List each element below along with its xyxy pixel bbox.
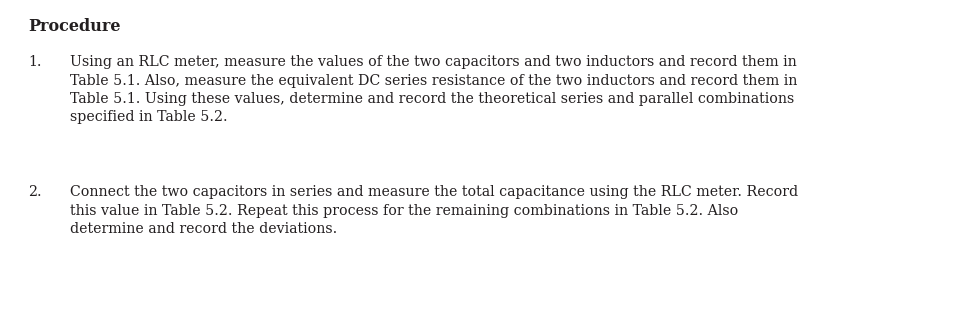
Text: Table 5.1. Using these values, determine and record the theoretical series and p: Table 5.1. Using these values, determine… bbox=[70, 92, 794, 106]
Text: this value in Table 5.2. Repeat this process for the remaining combinations in T: this value in Table 5.2. Repeat this pro… bbox=[70, 203, 738, 217]
Text: determine and record the deviations.: determine and record the deviations. bbox=[70, 222, 337, 236]
Text: specified in Table 5.2.: specified in Table 5.2. bbox=[70, 110, 228, 124]
Text: Procedure: Procedure bbox=[28, 18, 121, 35]
Text: Using an RLC meter, measure the values of the two capacitors and two inductors a: Using an RLC meter, measure the values o… bbox=[70, 55, 797, 69]
Text: Connect the two capacitors in series and measure the total capacitance using the: Connect the two capacitors in series and… bbox=[70, 185, 798, 199]
Text: 2.: 2. bbox=[28, 185, 42, 199]
Text: 1.: 1. bbox=[28, 55, 42, 69]
Text: Table 5.1. Also, measure the equivalent DC series resistance of the two inductor: Table 5.1. Also, measure the equivalent … bbox=[70, 73, 797, 87]
